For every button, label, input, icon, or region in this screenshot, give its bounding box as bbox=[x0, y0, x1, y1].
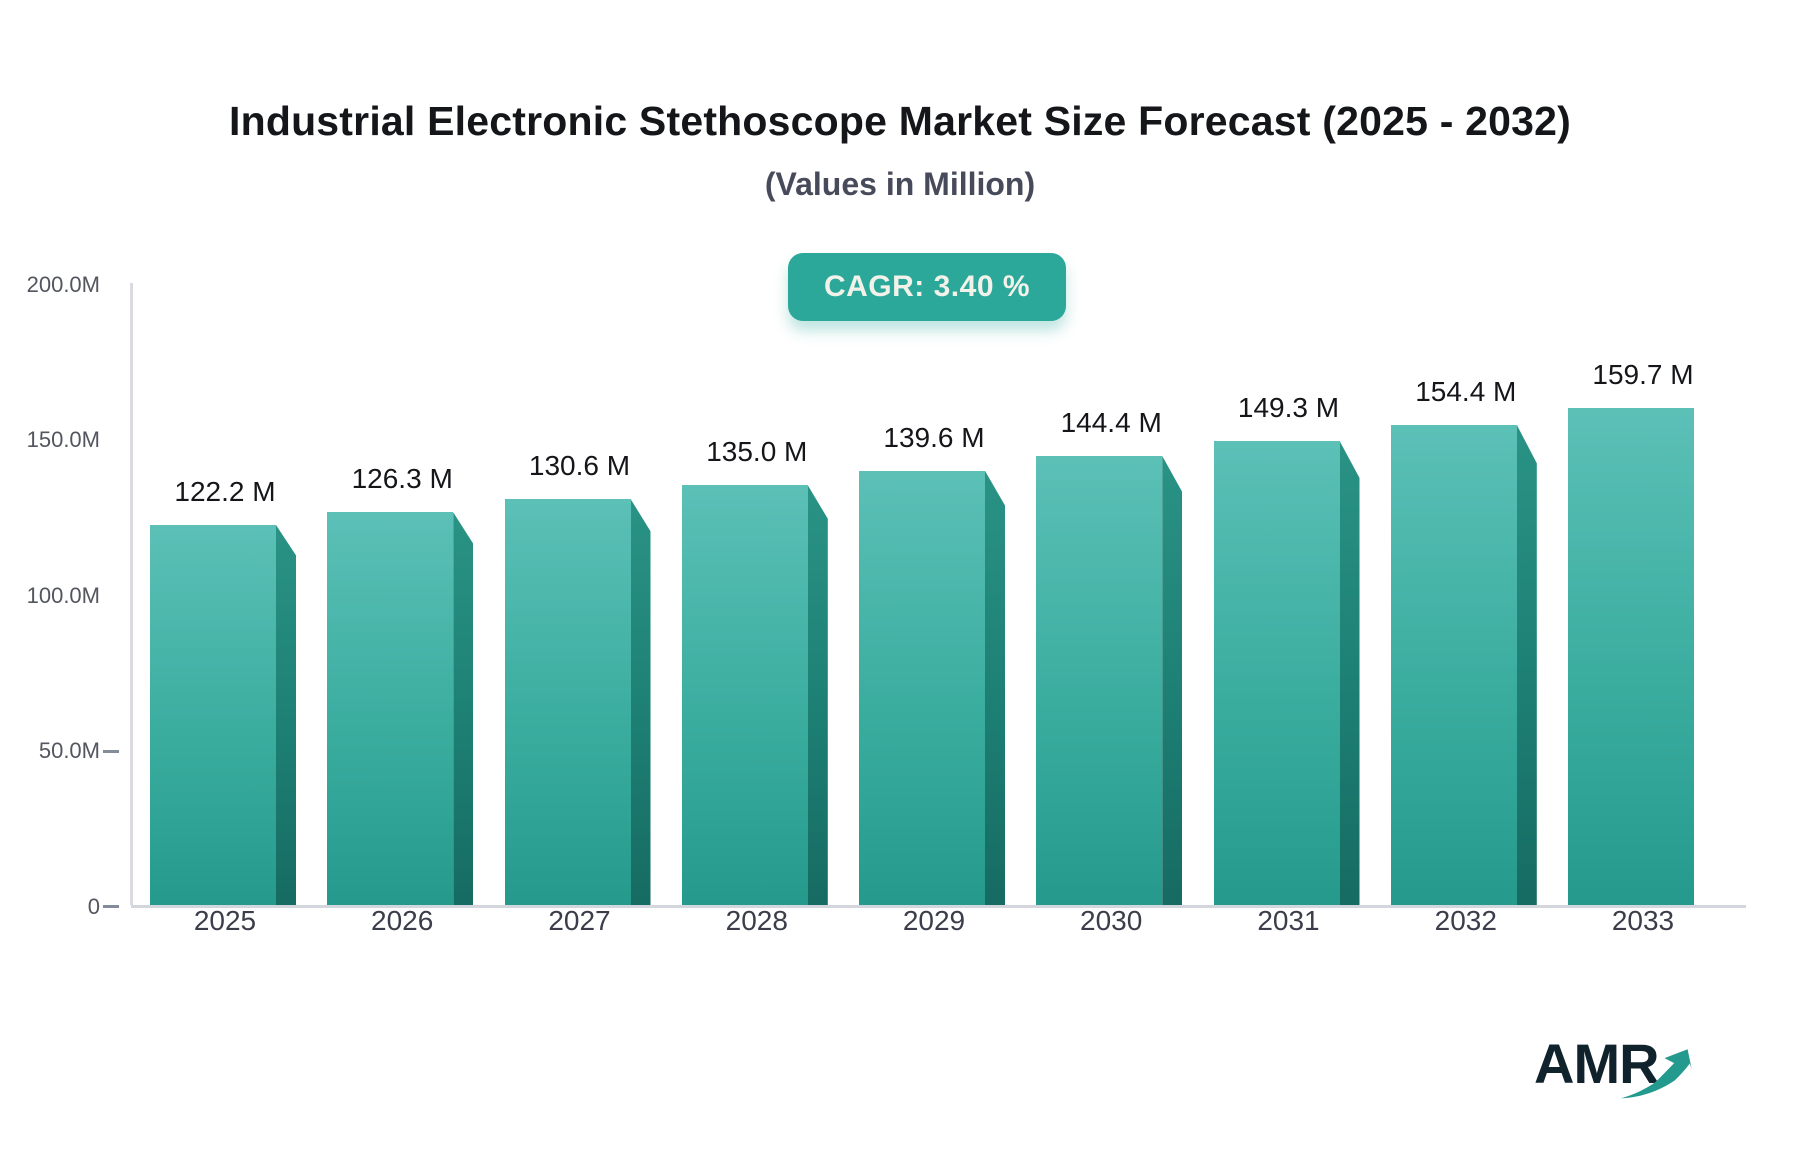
svg-text:AMR: AMR bbox=[1534, 1032, 1659, 1095]
